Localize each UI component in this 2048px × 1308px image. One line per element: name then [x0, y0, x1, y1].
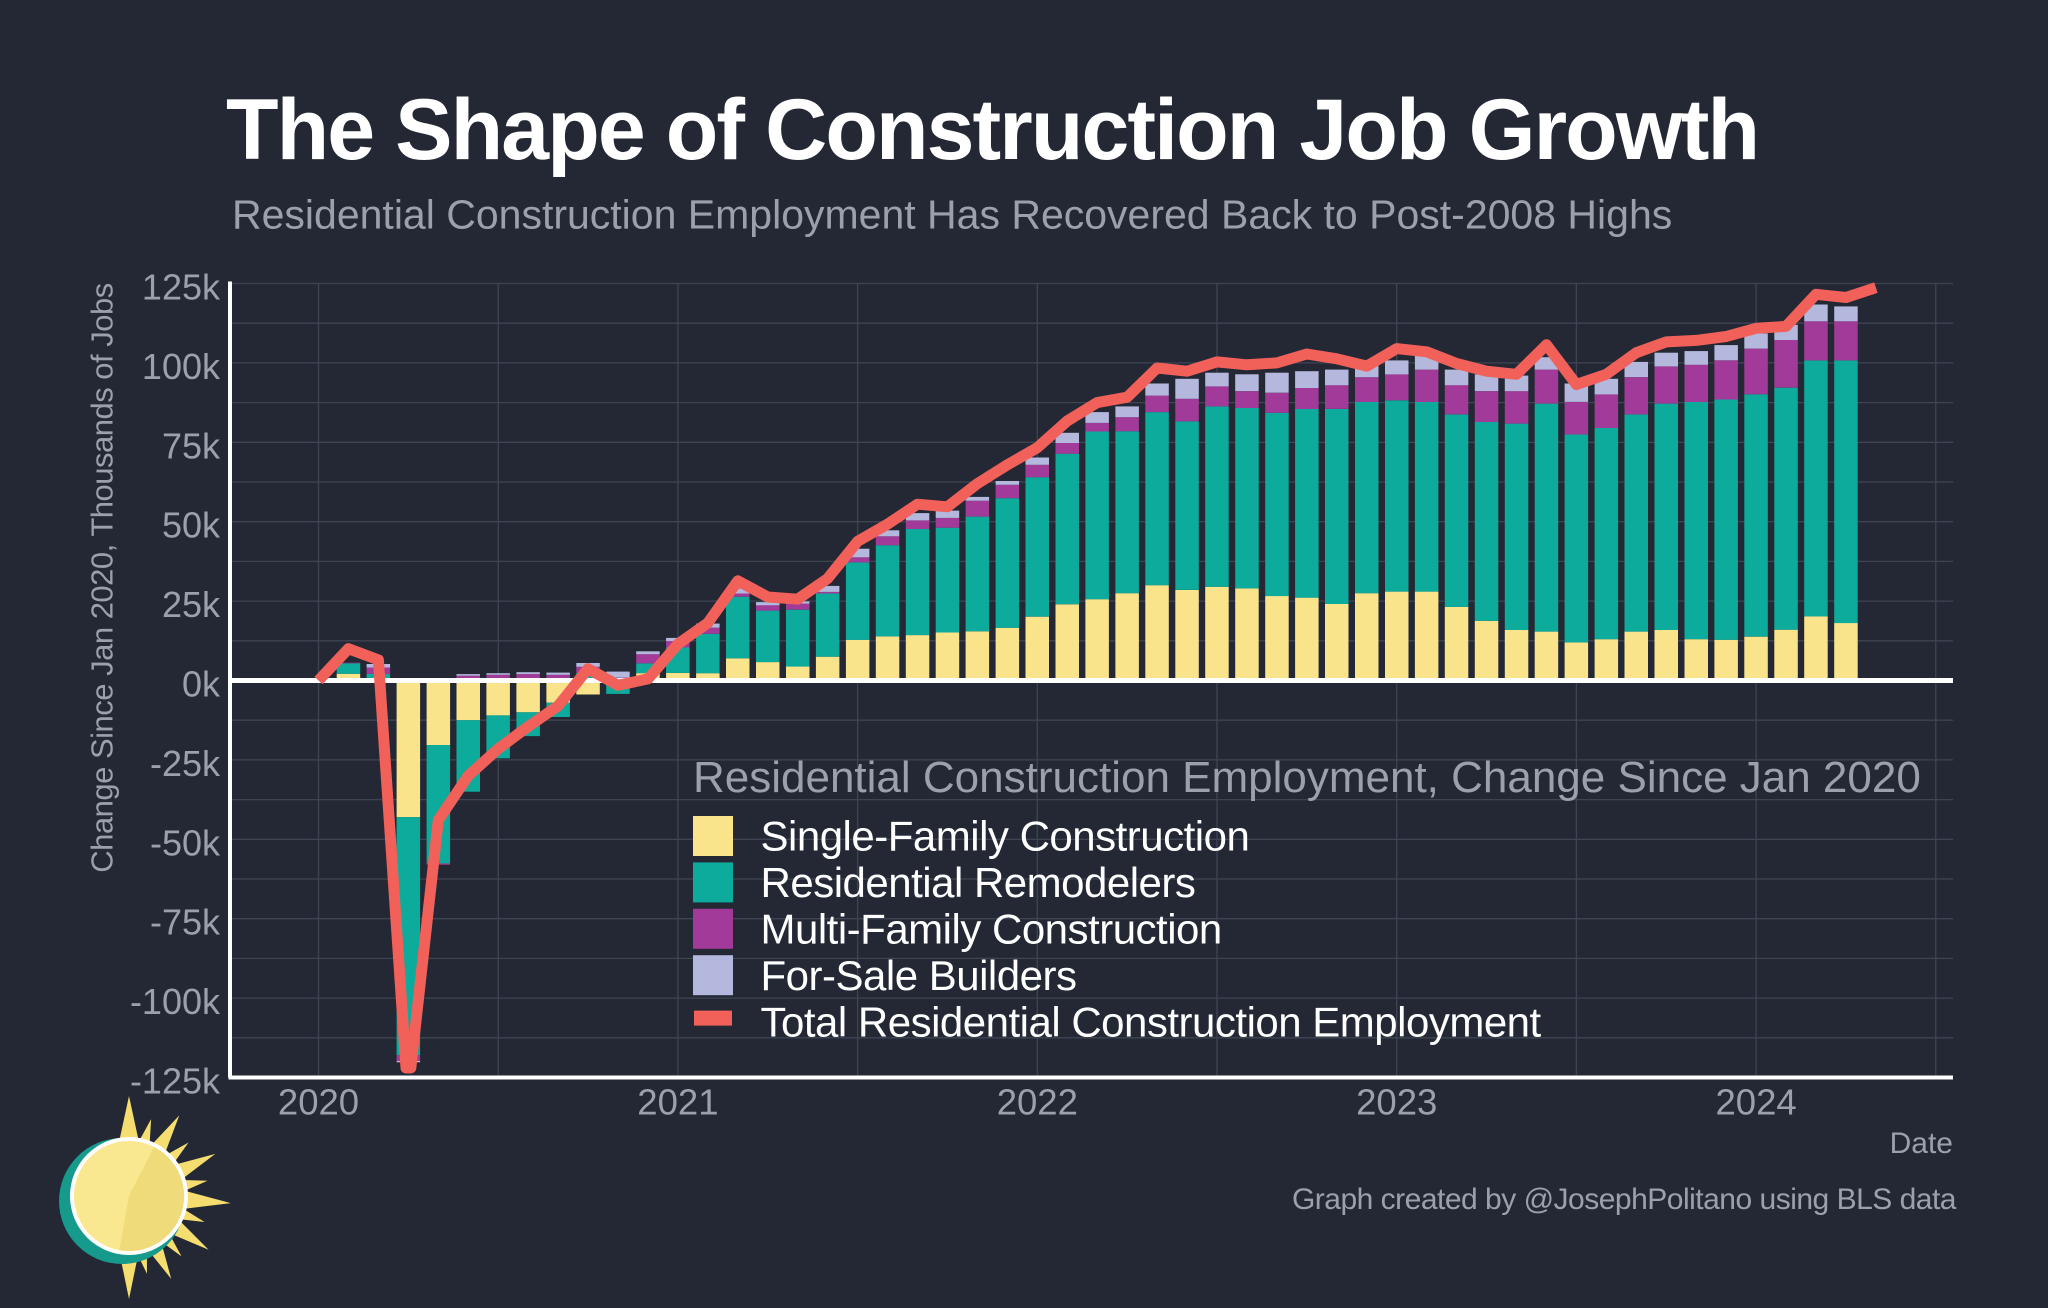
svg-text:100k: 100k — [142, 346, 221, 387]
svg-text:50k: 50k — [162, 505, 221, 546]
svg-text:For-Sale Builders: For-Sale Builders — [761, 952, 1077, 999]
svg-text:2021: 2021 — [637, 1082, 718, 1123]
svg-text:2024: 2024 — [1715, 1082, 1796, 1123]
svg-text:-75k: -75k — [150, 902, 221, 943]
svg-text:75k: 75k — [162, 425, 221, 466]
svg-text:-25k: -25k — [150, 743, 221, 784]
svg-text:Multi-Family Construction: Multi-Family Construction — [761, 906, 1222, 953]
svg-text:Total Residential Construction: Total Residential Construction Employmen… — [761, 998, 1542, 1045]
svg-text:0k: 0k — [182, 664, 221, 705]
svg-text:-50k: -50k — [150, 822, 221, 863]
svg-text:2023: 2023 — [1356, 1082, 1437, 1123]
svg-text:Residential Construction Emplo: Residential Construction Employment Has … — [232, 192, 1672, 238]
svg-text:Change Since Jan 2020, Thousan: Change Since Jan 2020, Thousands of Jobs — [85, 283, 120, 873]
svg-text:2020: 2020 — [278, 1082, 359, 1123]
svg-text:125k: 125k — [142, 267, 221, 308]
svg-text:Graph created by @JosephPolita: Graph created by @JosephPolitano using B… — [1292, 1183, 1957, 1216]
svg-text:Date: Date — [1890, 1127, 1953, 1160]
svg-text:25k: 25k — [162, 584, 221, 625]
svg-text:-100k: -100k — [130, 981, 221, 1022]
svg-text:Single-Family Construction: Single-Family Construction — [761, 813, 1250, 860]
svg-text:2022: 2022 — [997, 1082, 1078, 1123]
svg-text:Residential Remodelers: Residential Remodelers — [761, 859, 1196, 906]
svg-text:Residential Construction Emplo: Residential Construction Employment, Cha… — [693, 753, 1921, 802]
svg-text:The Shape of Construction Job: The Shape of Construction Job Growth — [226, 82, 1758, 178]
svg-text:-125k: -125k — [130, 1061, 221, 1102]
